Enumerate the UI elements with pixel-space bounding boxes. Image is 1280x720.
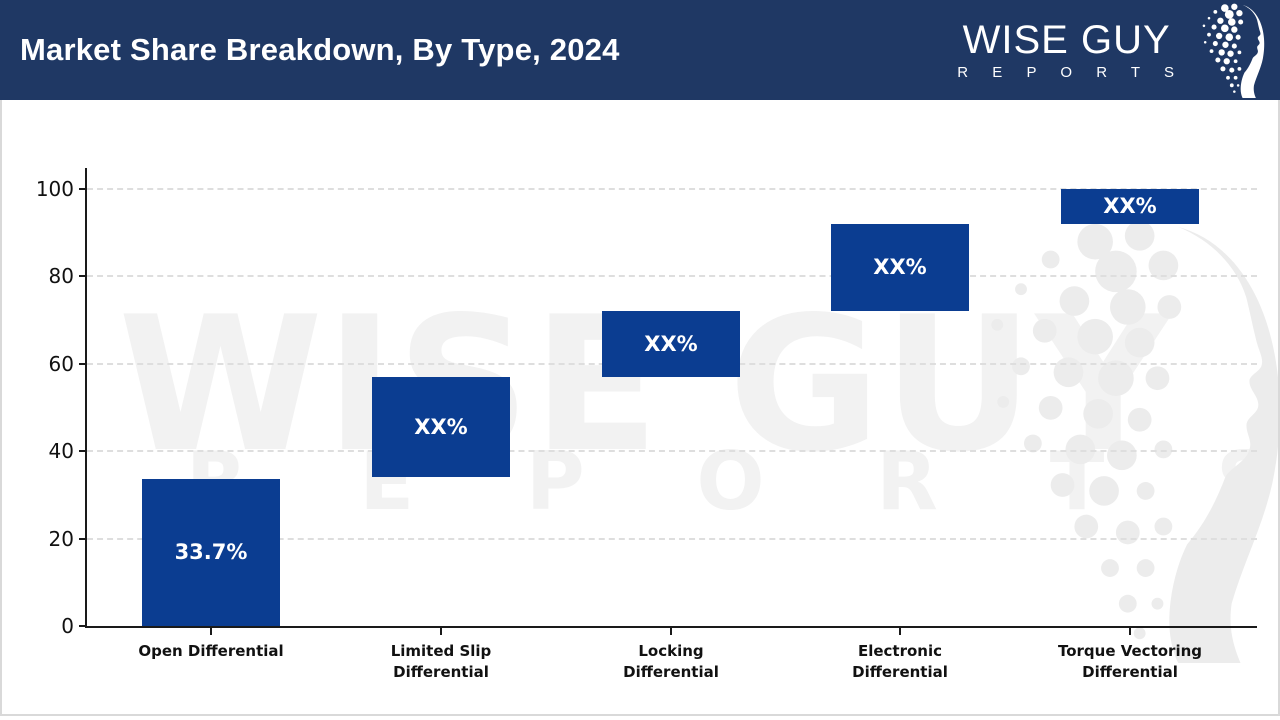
- y-tick-mark: [79, 187, 87, 190]
- x-tick-mark: [670, 628, 672, 635]
- y-tick-label: 0: [61, 614, 74, 638]
- gridline-40: [87, 450, 1257, 452]
- bar-value-label: XX%: [873, 255, 927, 280]
- bar-1: 33.7%: [142, 478, 280, 626]
- bar-value-label: XX%: [414, 414, 468, 439]
- x-category-label: Open Differential: [138, 642, 284, 660]
- y-tick-label: 20: [48, 526, 74, 551]
- x-tick-mark: [440, 628, 442, 635]
- wiseguy-logo-sub: R E P O R T S: [957, 64, 1184, 81]
- y-tick-mark: [79, 275, 87, 277]
- header-bar: Market Share Breakdown, By Type, 2024 WI…: [0, 0, 1280, 100]
- wiseguy-logo: WISE GUY R E P O R T S: [949, 3, 1266, 98]
- y-tick-mark: [79, 450, 87, 452]
- wiseguy-logo-name: WISE GUY: [962, 18, 1171, 62]
- y-tick-label: 40: [48, 439, 74, 463]
- y-tick-mark: [79, 362, 87, 365]
- bar-4: XX%: [831, 223, 969, 311]
- x-category-label: Limited Slip Differential: [390, 642, 492, 681]
- x-category-label: Torque Vectoring Differential: [1057, 642, 1203, 681]
- bar-value-label: XX%: [1103, 194, 1157, 218]
- bar-5: XX%: [1061, 188, 1199, 224]
- x-tick-mark: [1129, 628, 1131, 635]
- x-axis-line: [85, 626, 1257, 628]
- gridline-20: [87, 537, 1257, 540]
- x-category-label: Electronic Differential: [852, 642, 948, 681]
- wiseguy-logo-text: WISE GUY R E P O R T S: [949, 20, 1184, 80]
- y-tick-mark: [79, 625, 87, 627]
- bar-2: XX%: [372, 376, 510, 478]
- bar-3: XX%: [602, 311, 740, 377]
- y-tick-label: 100: [35, 176, 74, 201]
- y-axis-line: [85, 168, 87, 628]
- bar-value-label: XX%: [644, 331, 698, 356]
- x-tick-mark: [899, 628, 901, 635]
- gridline-80: [87, 275, 1257, 277]
- x-category-label: Locking Differential: [623, 642, 719, 681]
- x-tick-mark: [210, 628, 212, 635]
- y-tick-mark: [79, 537, 87, 540]
- y-tick-label: 80: [48, 264, 74, 288]
- page-title: Market Share Breakdown, By Type, 2024: [20, 32, 620, 67]
- bar-value-label: 33.7%: [174, 540, 248, 565]
- gridline-100: [87, 187, 1257, 190]
- wiseguy-face-watermark: [991, 220, 1280, 663]
- wiseguy-face-icon: [1202, 3, 1265, 98]
- y-tick-label: 60: [48, 351, 74, 376]
